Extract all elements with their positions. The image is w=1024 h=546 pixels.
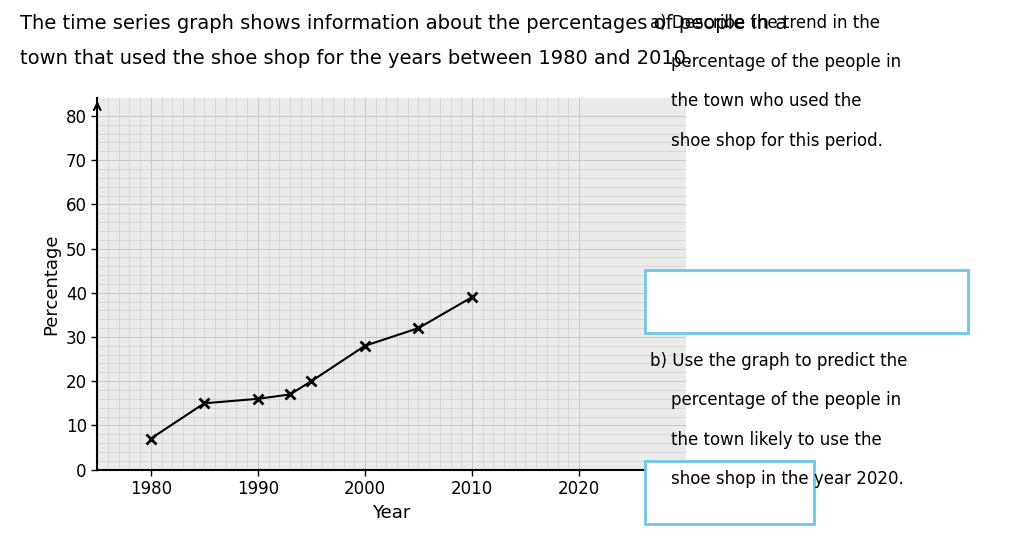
Y-axis label: Percentage: Percentage	[42, 233, 60, 335]
Text: The time series graph shows information about the percentages of people in a: The time series graph shows information …	[20, 14, 787, 33]
Text: the town likely to use the: the town likely to use the	[650, 431, 882, 449]
Text: shoe shop for this period.: shoe shop for this period.	[650, 132, 883, 150]
X-axis label: Year: Year	[373, 503, 411, 521]
Text: percentage of the people in: percentage of the people in	[650, 391, 901, 410]
Text: b) Use the graph to predict the: b) Use the graph to predict the	[650, 352, 907, 370]
Text: shoe shop in the year 2020.: shoe shop in the year 2020.	[650, 470, 904, 488]
Text: town that used the shoe shop for the years between 1980 and 2010.: town that used the shoe shop for the yea…	[20, 49, 692, 68]
Text: the town who used the: the town who used the	[650, 92, 862, 110]
Text: a) Describe the trend in the: a) Describe the trend in the	[650, 14, 881, 32]
Text: percentage of the people in: percentage of the people in	[650, 53, 901, 71]
